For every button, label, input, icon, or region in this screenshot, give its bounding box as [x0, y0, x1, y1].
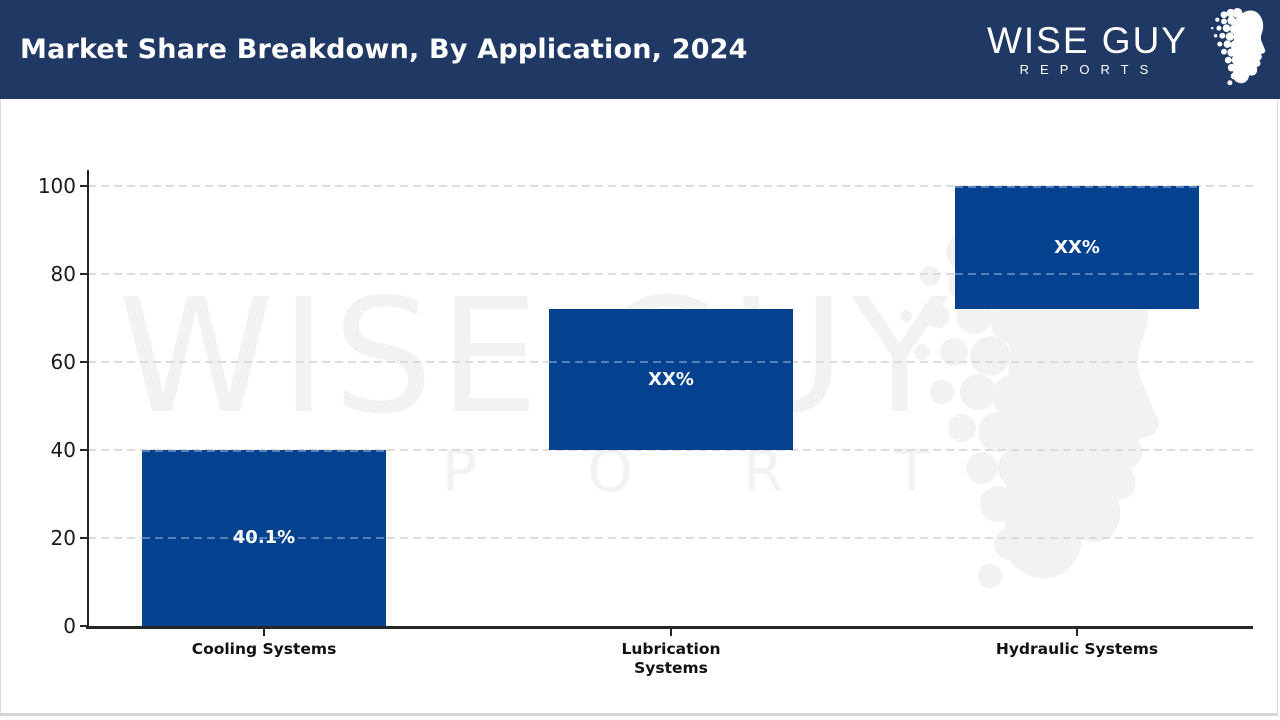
- y-axis-line: [87, 170, 89, 628]
- gridline: [88, 449, 1253, 451]
- gridline-over-bar: [955, 186, 1199, 188]
- logo-text: WISE GUY REPORTS: [987, 22, 1188, 77]
- x-axis-line: [86, 626, 1253, 629]
- bar-segment: XX%: [549, 309, 793, 450]
- bar-segment: 40.1%: [142, 449, 386, 626]
- x-category-label: Lubrication Systems: [621, 640, 721, 678]
- y-tick-label: 80: [50, 262, 76, 286]
- gridline: [88, 273, 1253, 275]
- x-category-label: Hydraulic Systems: [995, 640, 1159, 658]
- header-bar: Market Share Breakdown, By Application, …: [0, 0, 1280, 99]
- x-tick-mark: [263, 628, 265, 636]
- bar-value-label: 40.1%: [232, 527, 296, 549]
- watermark-wordmark: WISE GUY: [118, 265, 954, 449]
- y-tick-label: 20: [50, 526, 76, 550]
- page-title: Market Share Breakdown, By Application, …: [20, 34, 748, 65]
- logo-subtext: REPORTS: [1019, 62, 1160, 77]
- gridline: [88, 537, 1253, 539]
- y-tick-mark: [80, 185, 88, 187]
- gridline-over-bar: [142, 536, 386, 539]
- x-category-label: Cooling Systems: [191, 640, 337, 658]
- y-tick-label: 100: [37, 174, 76, 198]
- gridline-over-bar: [549, 360, 793, 363]
- x-tick-mark: [1076, 628, 1078, 636]
- y-tick-label: 60: [50, 350, 76, 374]
- y-tick-mark: [80, 361, 88, 363]
- gridline-over-bar: [955, 273, 1199, 275]
- gridline: [88, 185, 1253, 187]
- y-tick-mark: [80, 273, 88, 275]
- y-tick-mark: [80, 625, 88, 627]
- y-tick-label: 0: [63, 614, 76, 638]
- y-tick-mark: [80, 449, 88, 451]
- y-tick-mark: [80, 537, 88, 539]
- y-tick-label: 40: [50, 438, 76, 462]
- bar-segment: XX%: [955, 186, 1199, 310]
- logo-face-icon: [1210, 7, 1266, 85]
- bar-value-label: XX%: [1054, 237, 1100, 259]
- gridline-over-bar: [142, 449, 386, 452]
- wise-guy-reports-logo: WISE GUY REPORTS: [987, 0, 1266, 99]
- bar-value-label: XX%: [648, 368, 694, 390]
- x-tick-mark: [670, 628, 672, 636]
- logo-wordmark: WISE GUY: [986, 20, 1188, 61]
